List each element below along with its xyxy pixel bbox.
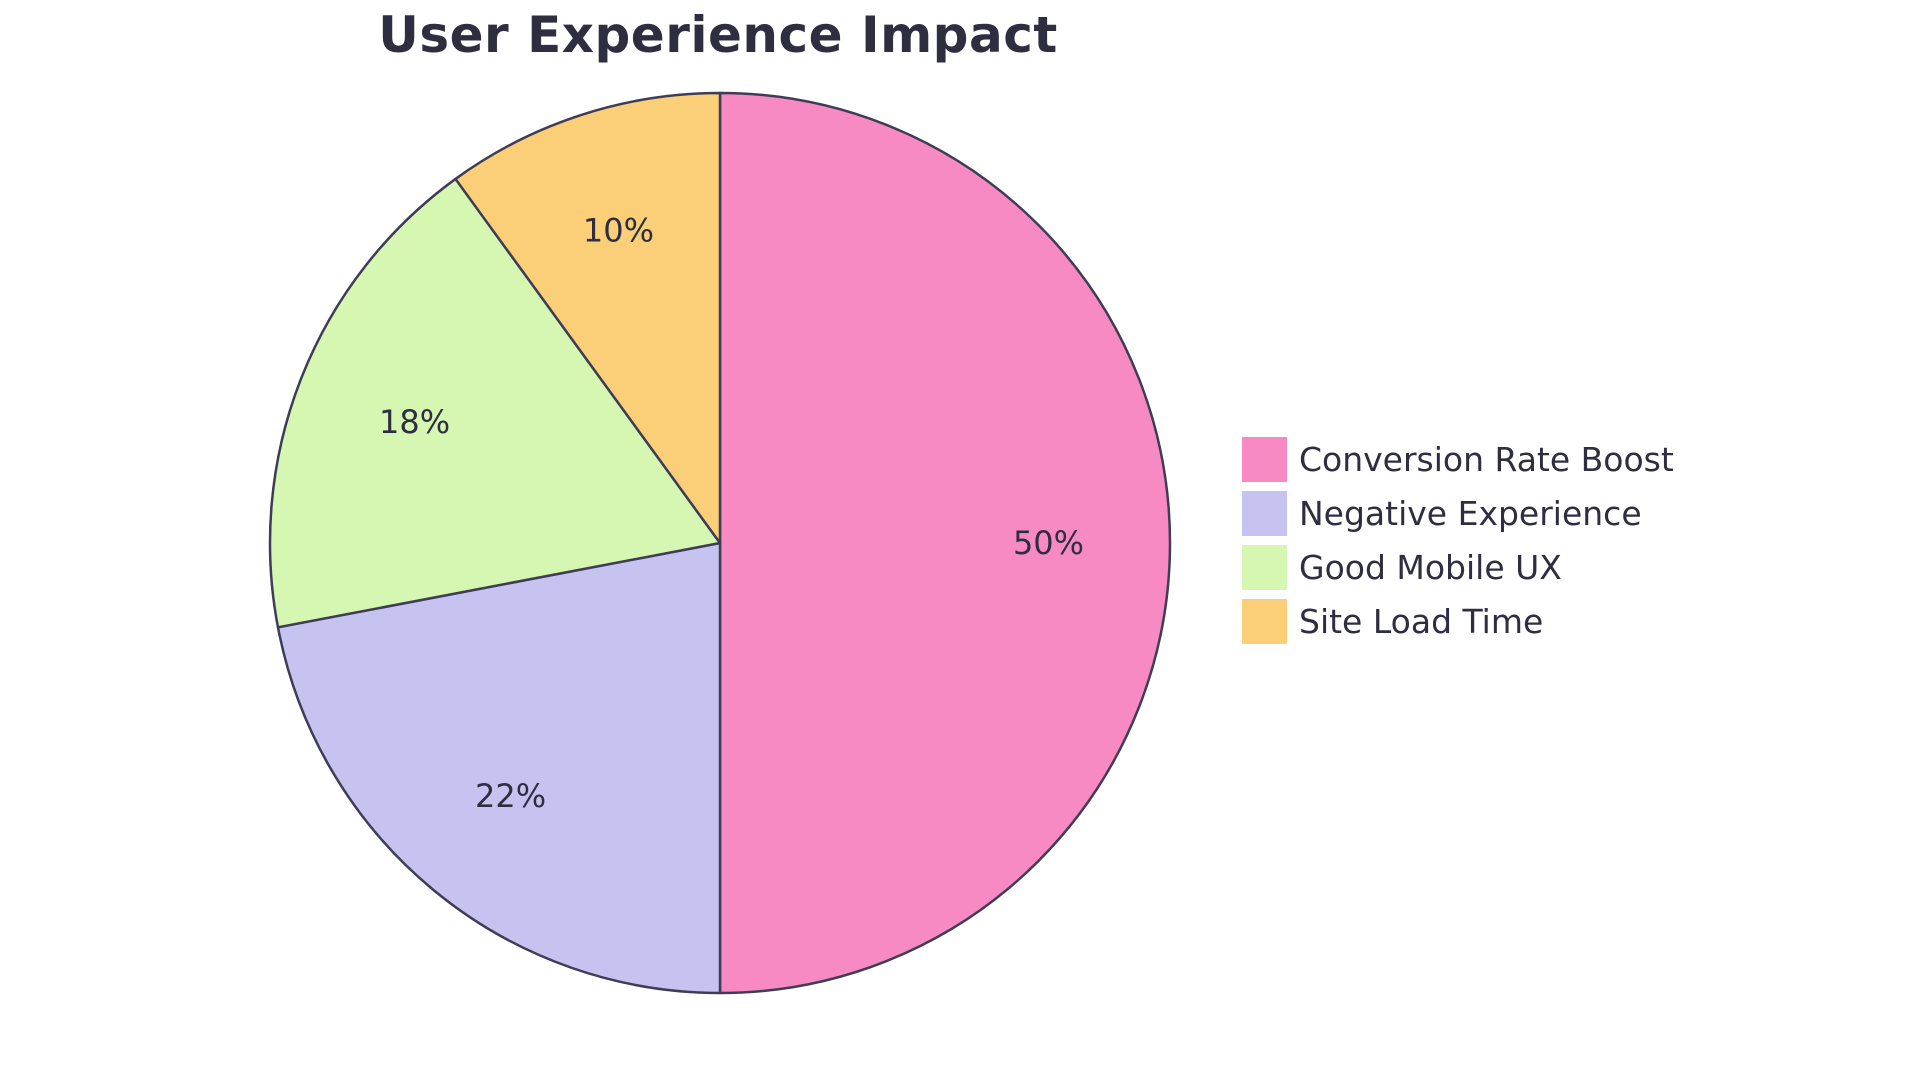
pie-slice-good-mobile-ux: [268, 177, 722, 629]
legend-item: Good Mobile UX: [1242, 545, 1674, 590]
legend-item: Conversion Rate Boost: [1242, 437, 1674, 482]
pie-slice-label: 10%: [583, 212, 654, 250]
legend-swatch: [1242, 491, 1287, 536]
legend-label: Conversion Rate Boost: [1299, 440, 1674, 479]
legend-item: Site Load Time: [1242, 599, 1674, 644]
pie-slice-label: 22%: [475, 777, 546, 815]
legend-item: Negative Experience: [1242, 491, 1674, 536]
pie-slice-negative-experience: [276, 541, 722, 995]
legend: Conversion Rate Boost Negative Experienc…: [1242, 437, 1674, 644]
pie-slice-conversion-rate-boost: [718, 91, 1172, 995]
legend-swatch: [1242, 599, 1287, 644]
legend-swatch: [1242, 545, 1287, 590]
legend-label: Good Mobile UX: [1299, 548, 1562, 587]
pie-slice-site-load-time: [454, 91, 722, 545]
pie-slice-label: 50%: [1013, 524, 1084, 562]
pie-slice-label: 18%: [379, 403, 450, 441]
chart-title: User Experience Impact: [378, 6, 1058, 64]
legend-label: Site Load Time: [1299, 602, 1544, 641]
legend-label: Negative Experience: [1299, 494, 1642, 533]
legend-swatch: [1242, 437, 1287, 482]
